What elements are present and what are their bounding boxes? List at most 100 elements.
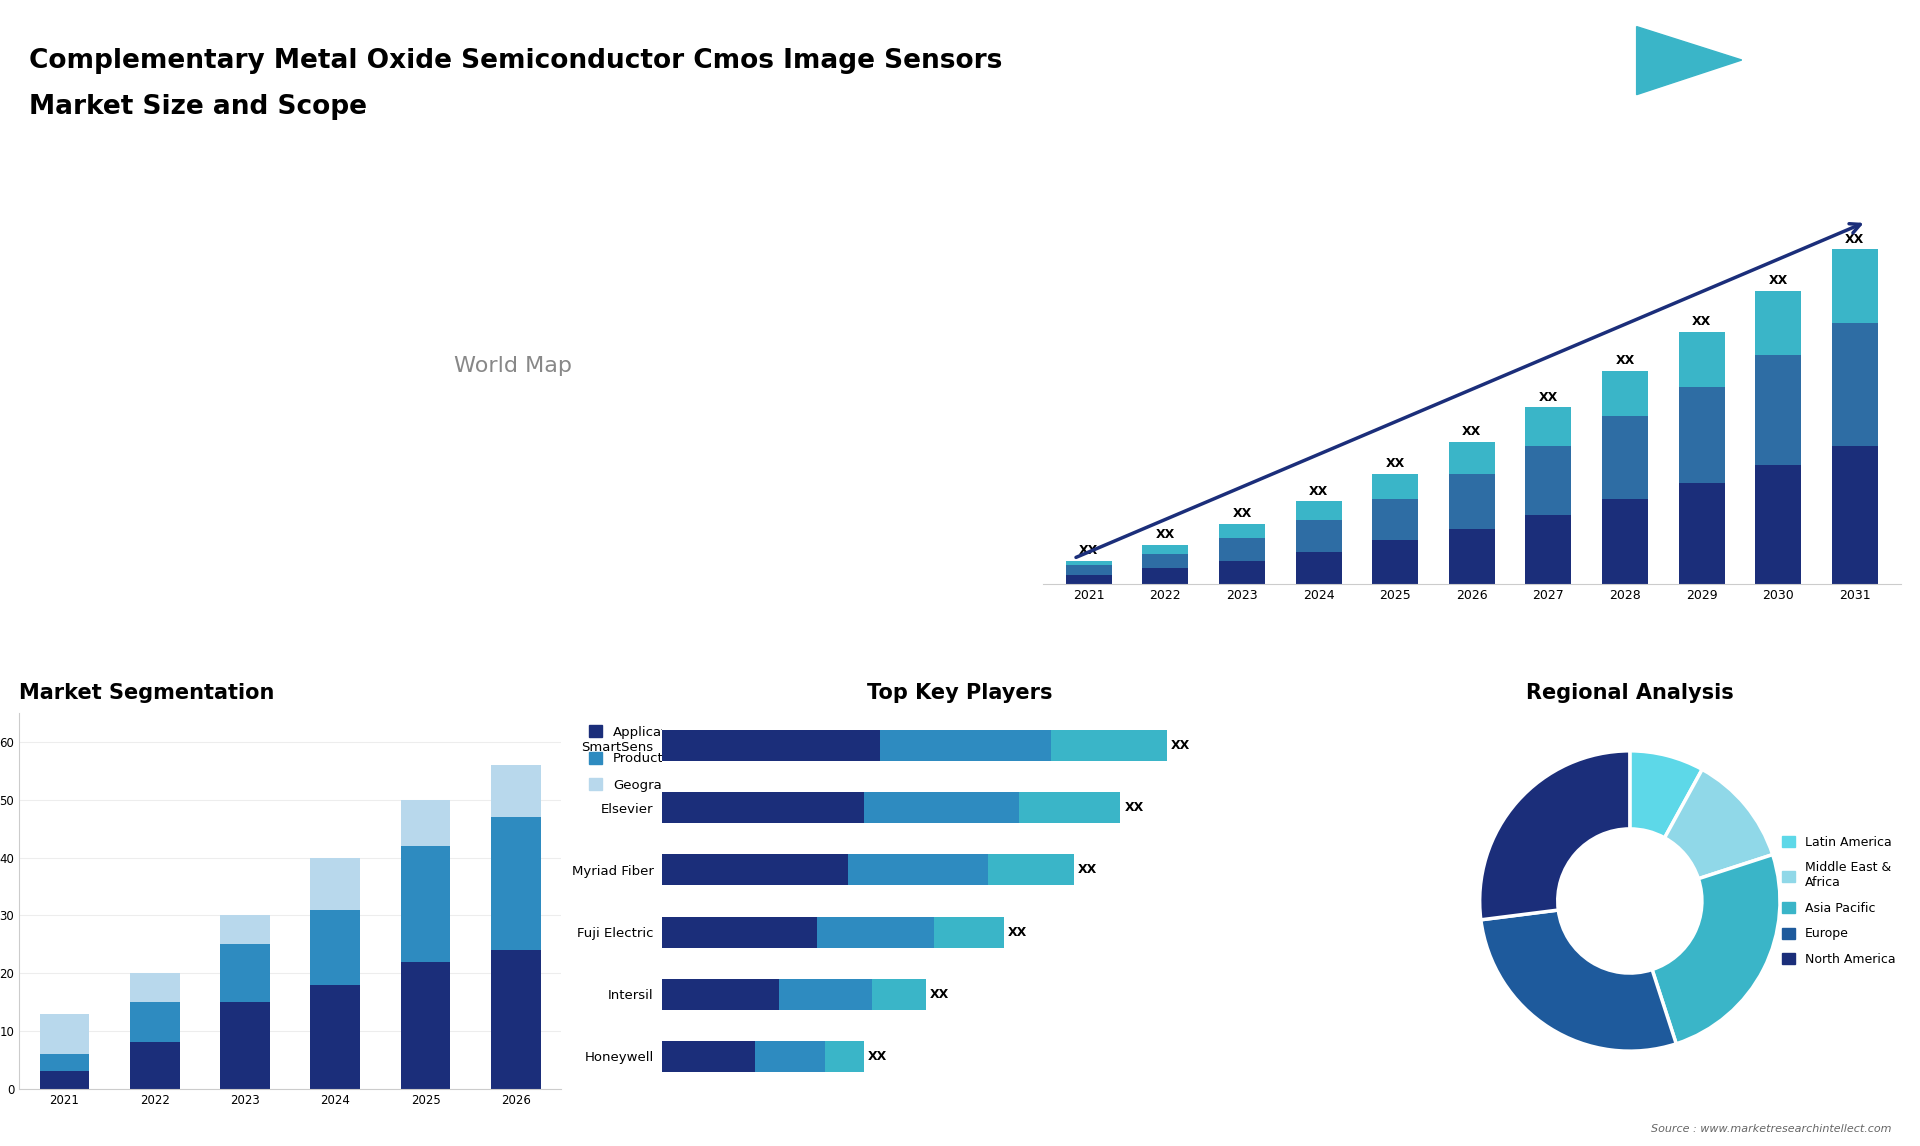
Text: XX: XX	[1008, 926, 1027, 939]
Text: XX: XX	[1309, 485, 1329, 497]
Polygon shape	[1636, 26, 1741, 95]
Bar	[778, 979, 872, 1010]
Text: XX: XX	[1768, 274, 1788, 286]
Bar	[311, 857, 361, 910]
Text: XX: XX	[1125, 801, 1144, 815]
Bar	[662, 917, 818, 948]
Bar	[1219, 524, 1265, 537]
Text: Market Size and Scope: Market Size and Scope	[29, 94, 367, 120]
Bar	[755, 1041, 826, 1072]
Bar	[662, 730, 879, 761]
Bar	[933, 917, 1004, 948]
Bar	[1296, 501, 1342, 519]
Bar	[1066, 574, 1112, 583]
Bar	[40, 1054, 88, 1072]
Wedge shape	[1480, 910, 1676, 1051]
Text: XX: XX	[868, 1050, 887, 1062]
Bar	[1601, 416, 1647, 499]
Bar	[818, 917, 933, 948]
Bar	[221, 916, 271, 944]
Bar	[492, 766, 541, 817]
Bar	[492, 817, 541, 950]
Bar	[872, 979, 925, 1010]
Bar	[492, 950, 541, 1089]
Bar	[1296, 551, 1342, 583]
Bar	[1524, 446, 1571, 515]
Bar	[1373, 473, 1419, 499]
Text: XX: XX	[1538, 391, 1557, 403]
Bar	[989, 855, 1073, 886]
Bar	[662, 855, 849, 886]
Bar	[1450, 441, 1496, 473]
Bar	[1755, 291, 1801, 354]
Wedge shape	[1651, 855, 1780, 1044]
Bar	[1524, 515, 1571, 583]
Text: XX: XX	[929, 988, 948, 1000]
Bar	[1832, 446, 1878, 583]
Bar	[1755, 464, 1801, 583]
Bar	[131, 973, 180, 1002]
Bar	[401, 846, 451, 961]
Bar	[1678, 386, 1724, 482]
Bar	[1142, 544, 1188, 554]
Text: XX: XX	[1463, 425, 1482, 438]
Wedge shape	[1665, 769, 1772, 879]
Bar	[879, 730, 1050, 761]
Bar	[221, 944, 271, 1002]
Bar	[1832, 322, 1878, 446]
Text: XX: XX	[1233, 508, 1252, 520]
Text: XX: XX	[1079, 544, 1098, 557]
Text: XX: XX	[1386, 457, 1405, 470]
Bar	[1450, 473, 1496, 528]
Text: XX: XX	[1615, 354, 1634, 367]
Text: Source : www.marketresearchintellect.com: Source : www.marketresearchintellect.com	[1651, 1124, 1891, 1135]
Bar	[1142, 567, 1188, 583]
Text: MARKET
RESEARCH
INTELLECT: MARKET RESEARCH INTELLECT	[1759, 41, 1820, 79]
Bar	[1020, 792, 1121, 824]
Bar	[1066, 565, 1112, 574]
Bar	[1142, 554, 1188, 567]
Bar	[1832, 250, 1878, 322]
Bar	[1678, 482, 1724, 583]
Bar	[1050, 730, 1167, 761]
Bar	[849, 855, 989, 886]
Bar	[131, 1043, 180, 1089]
Bar	[1373, 540, 1419, 583]
Text: World Map: World Map	[453, 356, 572, 376]
Text: XX: XX	[1692, 315, 1711, 328]
Title: Top Key Players: Top Key Players	[868, 683, 1052, 704]
Text: XX: XX	[1156, 528, 1175, 541]
Wedge shape	[1480, 751, 1630, 920]
Text: XX: XX	[1171, 739, 1190, 753]
Bar	[864, 792, 1020, 824]
Bar	[1219, 560, 1265, 583]
Bar	[1373, 499, 1419, 540]
Title: Regional Analysis: Regional Analysis	[1526, 683, 1734, 704]
Text: Complementary Metal Oxide Semiconductor Cmos Image Sensors: Complementary Metal Oxide Semiconductor …	[29, 48, 1002, 74]
Bar	[1755, 354, 1801, 464]
Bar	[1678, 331, 1724, 386]
Bar	[1066, 560, 1112, 565]
Bar	[221, 1002, 271, 1089]
Bar	[401, 961, 451, 1089]
Text: Market Segmentation: Market Segmentation	[19, 683, 275, 704]
Bar	[40, 1072, 88, 1089]
Text: XX: XX	[1845, 233, 1864, 245]
Bar	[662, 792, 864, 824]
Bar	[1601, 499, 1647, 583]
Bar	[1296, 519, 1342, 551]
Bar	[1601, 370, 1647, 416]
Bar	[1524, 407, 1571, 446]
Bar	[662, 979, 778, 1010]
Bar	[1450, 528, 1496, 583]
Bar	[311, 984, 361, 1089]
Bar	[131, 1002, 180, 1043]
Bar	[662, 1041, 755, 1072]
Bar	[311, 910, 361, 984]
Bar	[1219, 537, 1265, 560]
Bar	[40, 1013, 88, 1054]
Legend: Latin America, Middle East &
Africa, Asia Pacific, Europe, North America: Latin America, Middle East & Africa, Asi…	[1778, 832, 1899, 970]
Wedge shape	[1630, 751, 1703, 838]
Bar	[826, 1041, 864, 1072]
Bar	[401, 800, 451, 846]
